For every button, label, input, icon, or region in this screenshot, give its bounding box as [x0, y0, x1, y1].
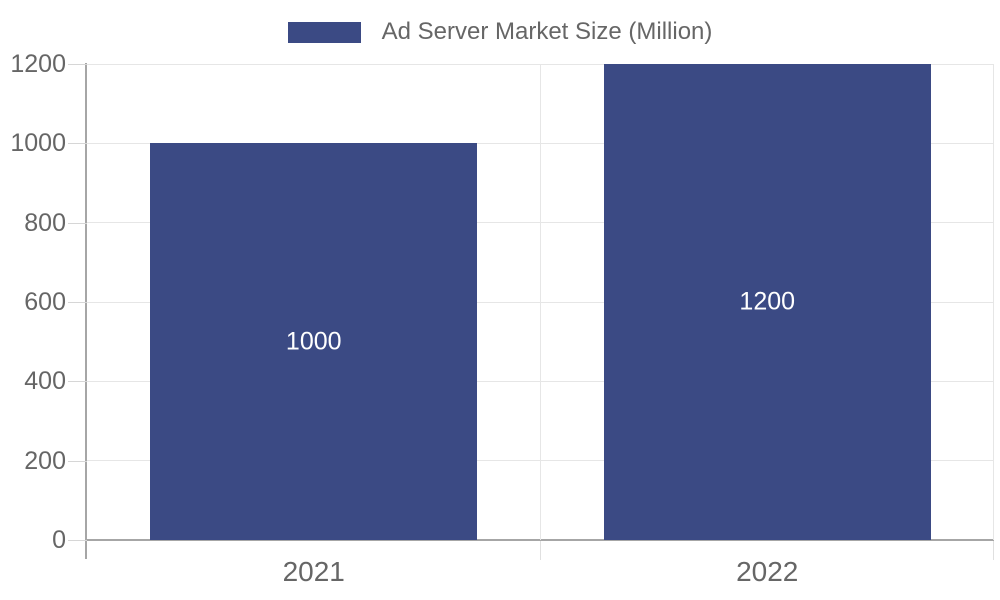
gridline: [993, 64, 994, 540]
y-axis-label: 1200: [10, 50, 66, 78]
y-axis-label: 1000: [10, 129, 66, 158]
gridline: [540, 64, 541, 540]
y-axis-tick: [68, 302, 87, 303]
x-axis-line: [85, 539, 994, 541]
y-axis-label: 600: [24, 288, 66, 316]
bar-2021[interactable]: 1000: [150, 143, 477, 540]
y-axis-label: 200: [24, 446, 66, 475]
y-axis-tick: [68, 64, 87, 65]
y-axis-tick: [68, 460, 87, 462]
x-axis-label: 2022: [736, 556, 799, 587]
legend-label: Ad Server Market Size (Million): [381, 18, 713, 45]
legend[interactable]: Ad Server Market Size (Million): [0, 17, 1000, 47]
x-axis-tick: [993, 541, 994, 560]
x-axis-tick: [540, 541, 541, 560]
y-axis-line: [85, 63, 87, 559]
y-axis-tick: [68, 222, 87, 224]
plot-area: 1000 1200: [87, 63, 994, 540]
bar-value-label: 1200: [739, 287, 796, 316]
x-axis-label: 2021: [282, 556, 345, 587]
y-axis-label: 0: [52, 526, 66, 554]
bar-value-label: 1000: [285, 327, 342, 356]
y-axis-label: 800: [24, 208, 66, 237]
y-axis-tick: [68, 540, 87, 541]
y-axis-tick: [68, 143, 87, 145]
y-axis-tick: [68, 381, 87, 383]
bar-2022[interactable]: 1200: [603, 64, 931, 540]
y-axis-label: 400: [24, 367, 66, 396]
legend-swatch: [287, 21, 361, 43]
